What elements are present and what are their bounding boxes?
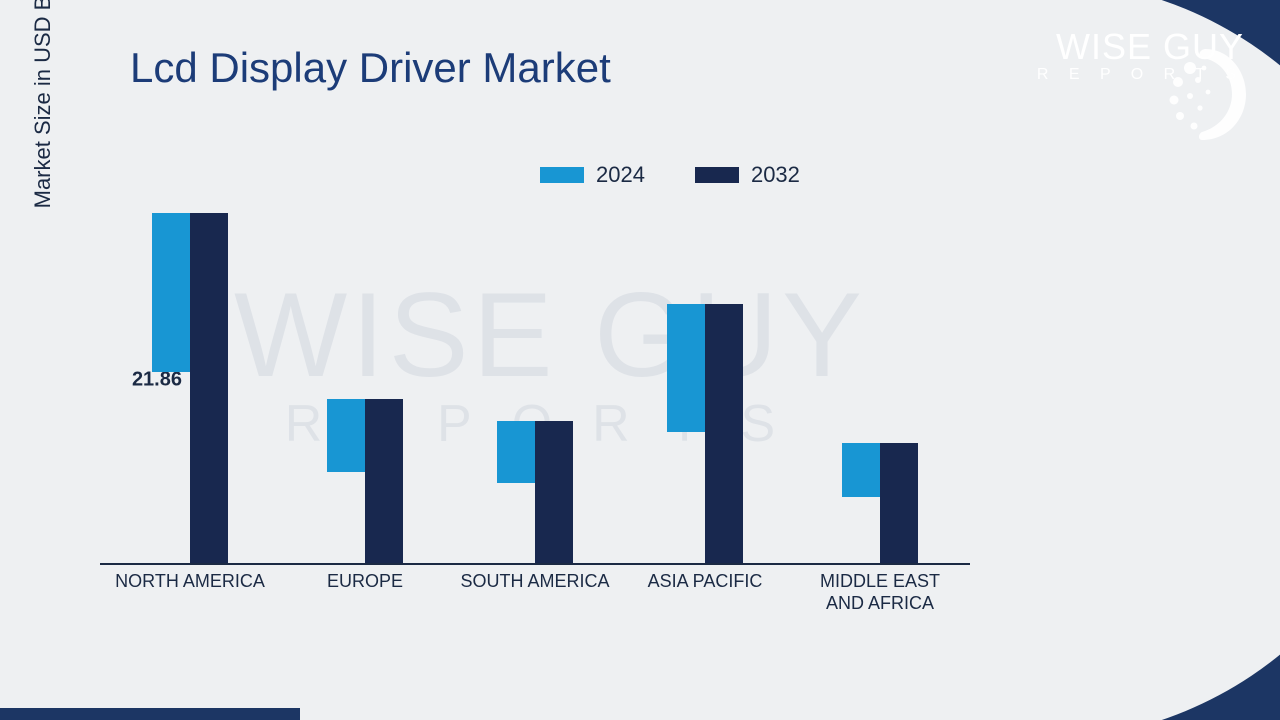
- bar: [327, 399, 365, 472]
- bar-group: ASIA PACIFIC: [645, 304, 765, 563]
- category-label: ASIA PACIFIC: [630, 571, 780, 593]
- category-label: MIDDLE EAST AND AFRICA: [805, 571, 955, 614]
- category-label: NORTH AMERICA: [115, 571, 265, 593]
- legend-item-2032: 2032: [695, 162, 800, 188]
- legend: 2024 2032: [540, 162, 800, 188]
- bar: [152, 213, 190, 373]
- category-label: SOUTH AMERICA: [460, 571, 610, 593]
- bar: [497, 421, 535, 483]
- legend-swatch-2032: [695, 167, 739, 183]
- bar: [190, 213, 228, 563]
- brand-block: WISE GUY R E P O R T S: [1037, 26, 1244, 84]
- category-label: EUROPE: [290, 571, 440, 593]
- bar-group: MIDDLE EAST AND AFRICA: [820, 443, 940, 563]
- bar-group: NORTH AMERICA: [130, 213, 250, 563]
- bar-group: SOUTH AMERICA: [475, 421, 595, 563]
- bar: [667, 304, 705, 432]
- legend-swatch-2024: [540, 167, 584, 183]
- bar-group: EUROPE: [305, 399, 425, 563]
- legend-item-2024: 2024: [540, 162, 645, 188]
- brand-head-icon: [1150, 44, 1250, 144]
- bar: [365, 399, 403, 563]
- bar: [880, 443, 918, 563]
- bottom-accent-strip: [0, 708, 300, 720]
- bar: [705, 304, 743, 563]
- bar: [842, 443, 880, 498]
- legend-label-2024: 2024: [596, 162, 645, 188]
- y-axis-label: Market Size in USD Billion: [30, 0, 56, 280]
- chart-title: Lcd Display Driver Market: [130, 44, 611, 92]
- legend-label-2032: 2032: [751, 162, 800, 188]
- bar: [535, 421, 573, 563]
- chart-plot-area: 21.86NORTH AMERICAEUROPESOUTH AMERICAASI…: [100, 200, 970, 565]
- infographic-canvas: WISE GUY REPORTS Lcd Display Driver Mark…: [0, 0, 1280, 720]
